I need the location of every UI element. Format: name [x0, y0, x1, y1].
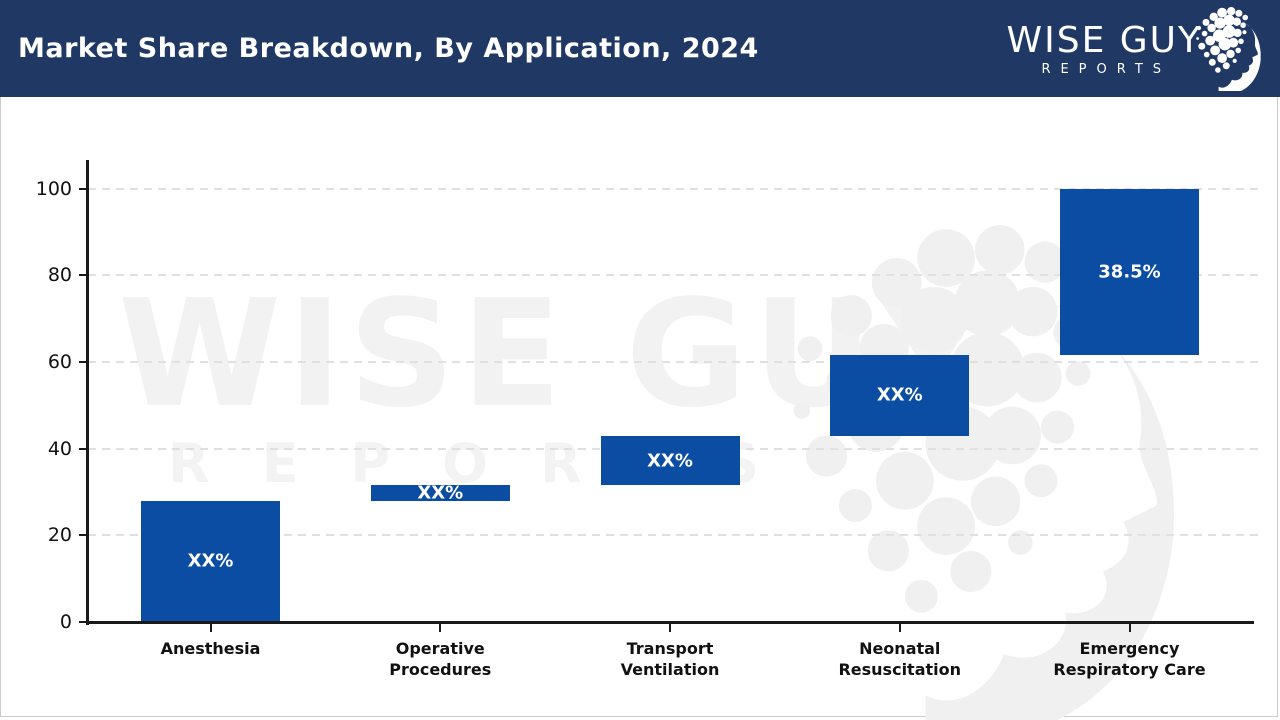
y-tick-label: 60 — [47, 350, 72, 373]
logo-name: WISE GUY — [1006, 19, 1202, 61]
y-tick — [79, 447, 88, 450]
bar — [1060, 188, 1199, 356]
x-category-label: Anesthesia — [160, 639, 261, 658]
bar — [370, 485, 510, 501]
gridline — [88, 187, 1262, 190]
x-tick — [439, 624, 442, 632]
bar-value-label: XX% — [876, 384, 923, 406]
x-category-label: Emergency Respiratory Care — [1053, 639, 1206, 679]
bar — [830, 355, 970, 436]
report-header: Market Share Breakdown, By Application, … — [0, 0, 1280, 97]
x-tick — [209, 624, 212, 632]
y-tick-label: 0 — [59, 611, 72, 633]
content-frame — [0, 97, 1278, 717]
x-category-label: Transport Ventilation — [620, 639, 720, 679]
y-tick — [79, 274, 88, 277]
x-tick — [1128, 624, 1131, 632]
x-category-label: Operative Procedures — [389, 639, 492, 679]
gridline — [88, 534, 1262, 537]
logo-subtitle: REPORTS — [1041, 61, 1172, 77]
x-tick — [669, 624, 671, 632]
logo-text: WISE GUY REPORTS — [1006, 19, 1203, 77]
gridline — [88, 360, 1262, 363]
y-tick-label: 100 — [35, 177, 72, 200]
y-tick — [79, 187, 88, 190]
bar — [141, 500, 280, 622]
logo-head-icon — [1196, 7, 1261, 91]
page-title: Market Share Breakdown, By Application, … — [18, 33, 759, 64]
bar — [600, 435, 740, 486]
y-tick — [79, 360, 88, 363]
y-axis-line — [86, 160, 89, 625]
y-tick — [79, 534, 88, 537]
y-tick-label: 40 — [47, 437, 72, 460]
bar-value-label: XX% — [647, 450, 693, 472]
x-category-label: Neonatal Resuscitation — [838, 639, 962, 679]
bar-value-label: XX% — [187, 550, 234, 572]
bar-value-label: XX% — [417, 482, 464, 504]
bar-value-label: 38.5% — [1098, 261, 1161, 283]
x-tick — [898, 624, 901, 632]
wiseguy-logo: WISE GUY REPORTS — [1007, 6, 1267, 92]
x-axis-line — [86, 621, 1254, 624]
y-tick-label: 20 — [47, 524, 72, 547]
y-tick — [79, 621, 88, 623]
y-tick-label: 80 — [47, 264, 72, 287]
gridline — [88, 274, 1262, 277]
